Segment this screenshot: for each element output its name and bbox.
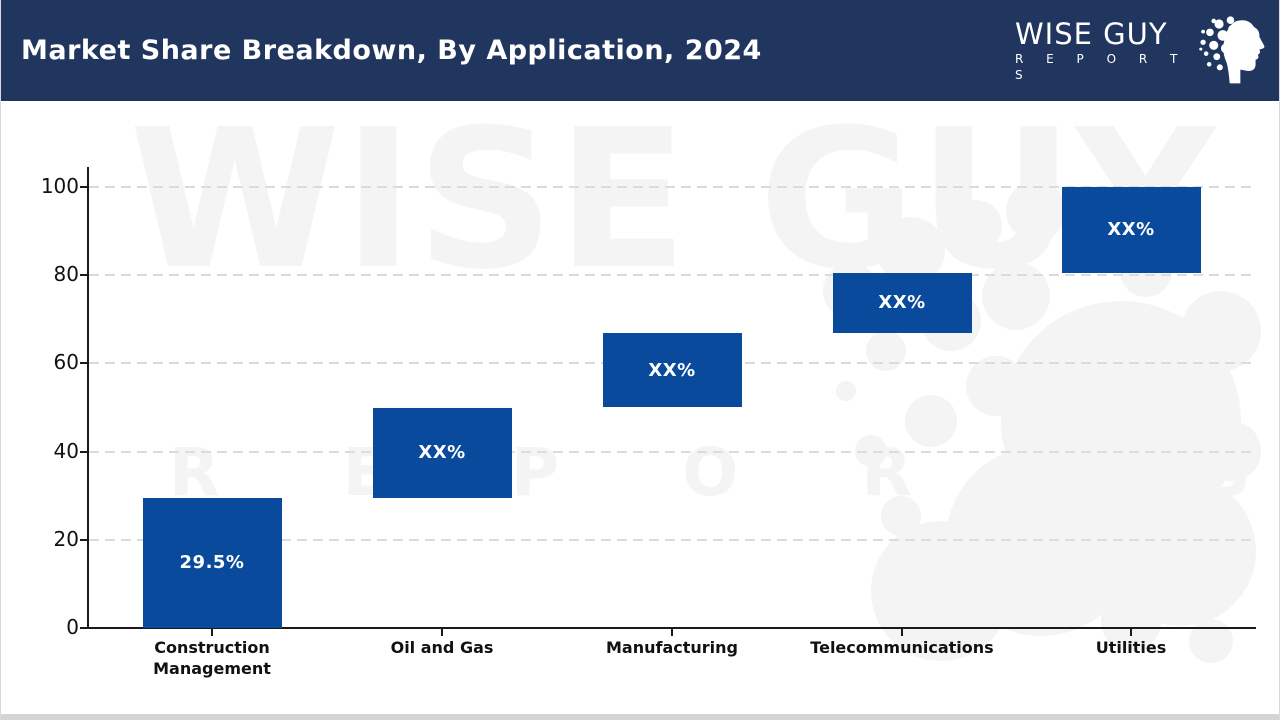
y-tick-mark — [80, 538, 87, 541]
bar-value-label: 29.5% — [179, 552, 245, 574]
logo-wordmark: WISE GUY — [1015, 17, 1168, 51]
y-tick-label: 60 — [53, 350, 79, 375]
bar-utilities: XX% — [1061, 187, 1201, 273]
header-bar: Market Share Breakdown, By Application, … — [1, 0, 1279, 101]
x-tick-mark — [671, 629, 673, 636]
y-tick-label: 40 — [53, 438, 79, 463]
gridline-80 — [89, 274, 1256, 277]
x-tick-mark — [211, 629, 213, 636]
x-category-label: Manufacturing — [606, 638, 738, 657]
page-title: Market Share Breakdown, By Application, … — [21, 35, 762, 66]
gridline-40 — [89, 450, 1256, 453]
y-tick-mark — [80, 362, 87, 365]
y-tick-mark — [80, 450, 87, 453]
y-tick-mark — [80, 186, 87, 188]
x-axis-line — [87, 627, 1256, 629]
logo-subtitle: R E P O R T S — [1015, 52, 1187, 82]
x-category-label: Utilities — [1095, 638, 1167, 657]
bar-value-label: XX% — [878, 292, 926, 314]
x-tick-mark — [441, 629, 443, 636]
y-tick-label: 0 — [66, 615, 79, 639]
wise-guy-reports-logo: WISE GUY R E P O R T S — [1015, 8, 1265, 94]
x-tick-mark — [1130, 629, 1132, 636]
bar-value-label: XX% — [1107, 219, 1155, 241]
bottom-edge-strip — [1, 714, 1279, 720]
gridline-100 — [89, 186, 1256, 188]
bar-manufacturing: XX% — [602, 332, 742, 408]
y-tick-label: 20 — [53, 526, 79, 551]
bar-construction-management: 29.5% — [142, 497, 282, 628]
bar-value-label: XX% — [418, 442, 466, 464]
x-category-label: Oil and Gas — [390, 638, 494, 657]
bar-value-label: XX% — [648, 359, 696, 381]
y-tick-mark — [80, 627, 87, 629]
logo-text: WISE GUY R E P O R T S — [1015, 19, 1193, 83]
bar-oil-and-gas: XX% — [372, 407, 512, 498]
dotted-head-icon — [1198, 16, 1264, 84]
y-tick-label: 100 — [40, 174, 79, 198]
y-axis-line — [87, 167, 89, 629]
gridline-20 — [89, 538, 1256, 541]
x-category-label: Construction Management — [153, 638, 271, 678]
x-category-label: Telecommunications — [810, 638, 994, 657]
bar-telecommunications: XX% — [832, 272, 972, 333]
waterfall-chart: WISE GUY R E P O R T S 0 20 40 60 80 100 29.5… — [1, 89, 1280, 715]
y-tick-label: 80 — [53, 262, 79, 287]
x-tick-mark — [901, 629, 903, 636]
y-tick-mark — [80, 274, 87, 277]
